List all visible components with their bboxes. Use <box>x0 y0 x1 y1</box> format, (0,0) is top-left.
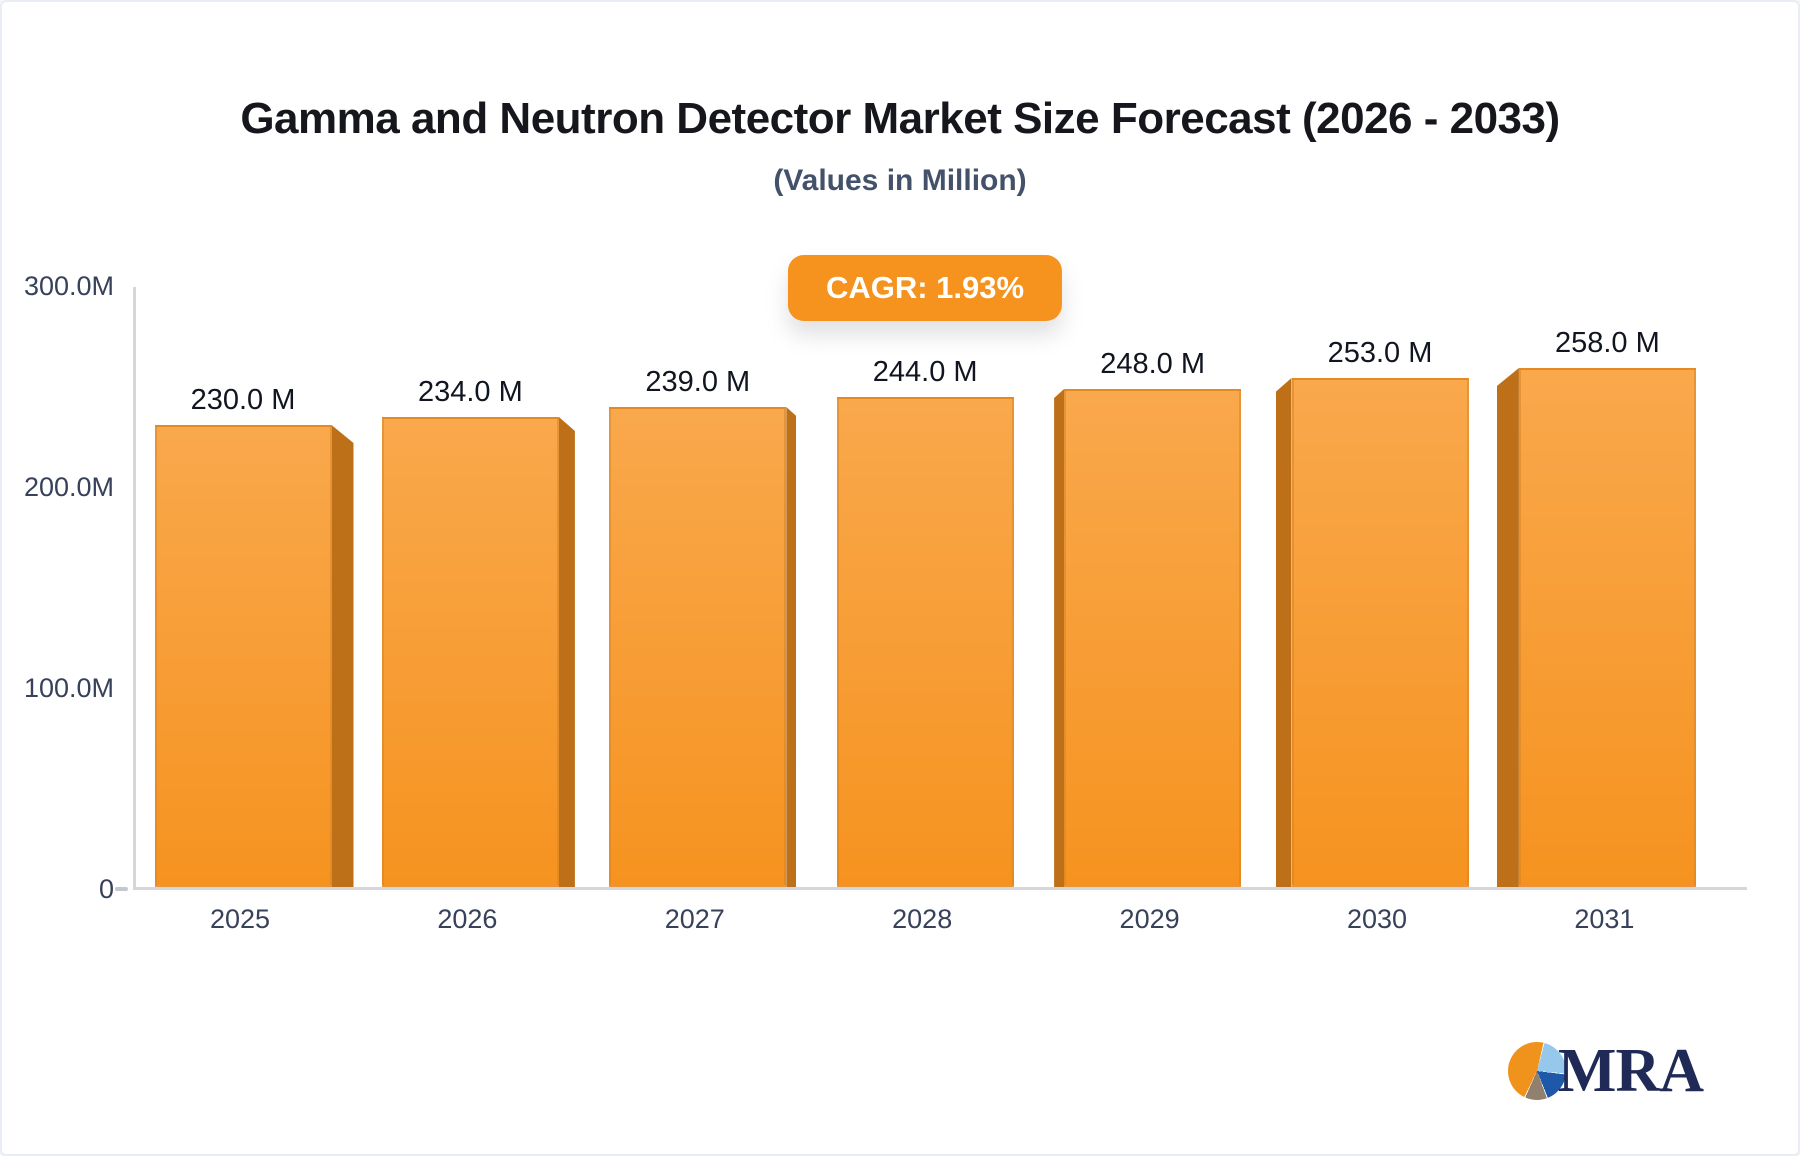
bar-side-3d <box>331 425 354 887</box>
brand-logo: MRA <box>1507 1037 1704 1105</box>
bar-value-label: 244.0 M <box>872 356 978 388</box>
y-tick-label: 300.0M <box>23 271 114 301</box>
bar-value-label: 253.0 M <box>1327 337 1433 369</box>
bar-face <box>154 425 332 887</box>
bar-side-3d <box>1496 368 1519 887</box>
x-tick-label: 2028 <box>892 904 953 934</box>
pie-chart-logo-icon <box>1507 1042 1566 1100</box>
bar-side-3d <box>786 407 797 887</box>
bar-2027 <box>609 407 797 887</box>
x-tick-label: 2027 <box>664 904 725 934</box>
bar-value-label: 239.0 M <box>645 366 751 398</box>
x-tick-label: 2026 <box>437 904 498 934</box>
bar-2025 <box>154 425 354 887</box>
bar-2031 <box>1496 368 1696 887</box>
bar-2030 <box>1275 378 1469 887</box>
brand-logo-text: MRA <box>1557 1037 1704 1105</box>
chart-title: Gamma and Neutron Detector Market Size F… <box>240 94 1560 143</box>
x-tick-label: 2030 <box>1346 904 1408 934</box>
bar-value-label: 248.0 M <box>1100 348 1205 380</box>
plot-area: 230.0 M 234.0 M 239.0 M 244.0 M 248.0 M 253.0… <box>133 287 1747 890</box>
bar-face <box>1518 368 1696 887</box>
x-tick-label: 2031 <box>1574 904 1635 934</box>
bar-2028 <box>836 397 1014 887</box>
y-tick-label: 0 <box>98 874 114 904</box>
bar-2026 <box>381 417 575 887</box>
bar-face <box>836 397 1014 887</box>
bar-value-label: 230.0 M <box>190 384 296 416</box>
y-tick-label: 100.0M <box>23 673 114 703</box>
bar-side-3d <box>558 417 575 887</box>
chart-subtitle: (Values in Million) <box>773 164 1027 197</box>
bar-face <box>609 407 787 887</box>
x-tick-label: 2025 <box>209 904 271 934</box>
bar-side-3d <box>1275 378 1292 887</box>
y-axis-zero-tick <box>115 887 128 891</box>
bar-value-label: 258.0 M <box>1554 327 1660 359</box>
bar-face <box>381 417 559 887</box>
bar-value-label: 234.0 M <box>417 376 523 408</box>
bar-2029 <box>1054 389 1242 887</box>
x-tick-label: 2029 <box>1119 904 1180 934</box>
y-tick-label: 200.0M <box>23 472 114 502</box>
bar-face <box>1064 389 1242 887</box>
bar-side-3d <box>1054 389 1065 887</box>
cagr-badge: CAGR: 1.93% <box>787 255 1063 321</box>
bar-face <box>1291 378 1469 887</box>
